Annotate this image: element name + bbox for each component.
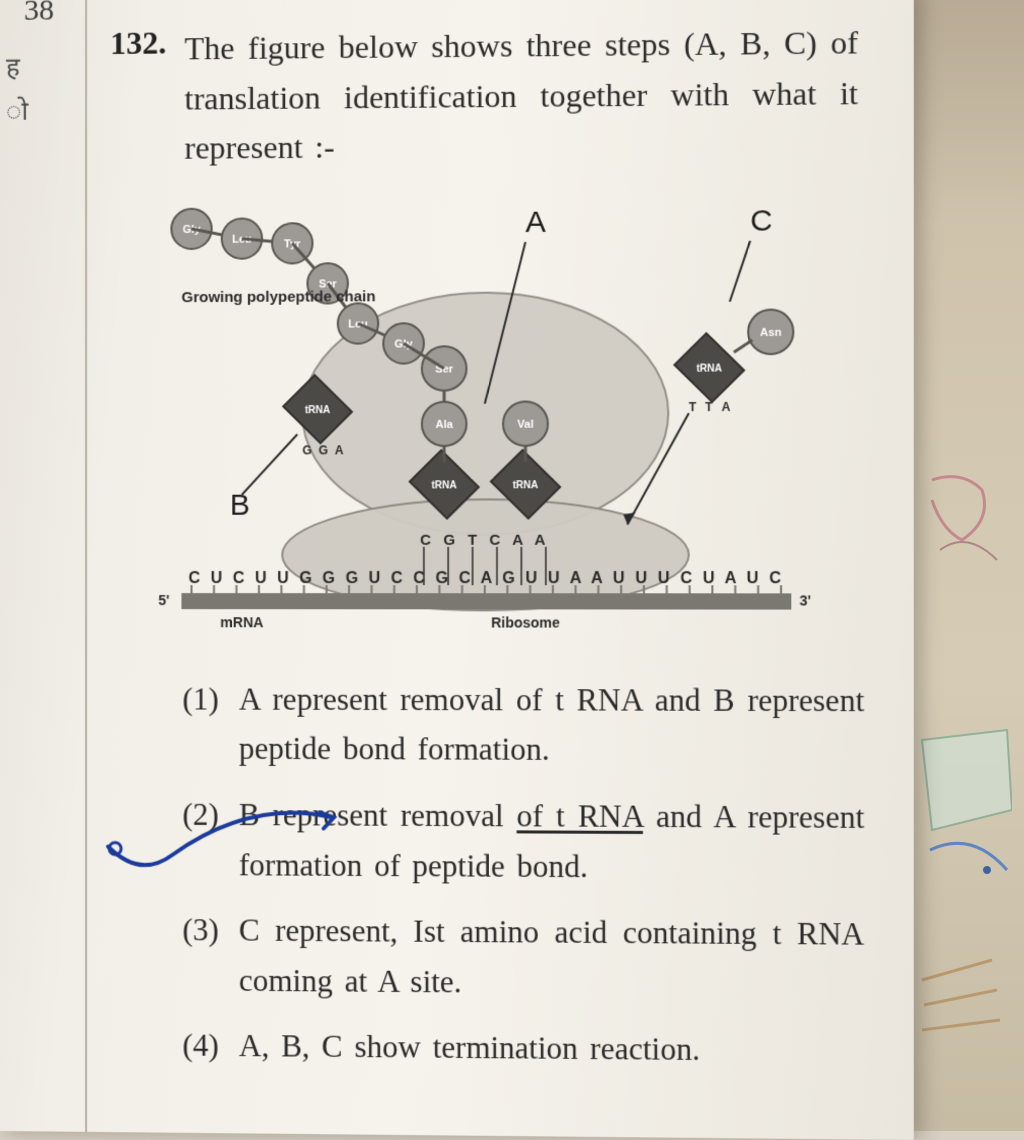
option-number: (4): [182, 1021, 238, 1071]
option-text-underline: of t RNA: [517, 798, 643, 834]
svg-text:T: T: [705, 400, 713, 414]
option-text: A represent removal of t RNA and B repre…: [239, 674, 864, 776]
margin-rule: [85, 0, 87, 1132]
svg-text:G: G: [319, 443, 328, 457]
svg-text:B: B: [230, 488, 250, 521]
svg-text:tRNA: tRNA: [696, 363, 722, 374]
textbook-page: 38 ह ो 132. The figure below shows three…: [0, 0, 914, 1140]
svg-text:3': 3': [800, 592, 811, 608]
svg-text:A: A: [335, 443, 344, 457]
svg-text:tRNA: tRNA: [513, 480, 538, 491]
question-block: 132. The figure below shows three steps …: [110, 18, 864, 174]
option-text: A, B, C show termination reaction.: [239, 1021, 864, 1076]
svg-text:tRNA: tRNA: [305, 405, 330, 416]
svg-text:Asn: Asn: [760, 327, 782, 339]
svg-text:Val: Val: [517, 418, 533, 430]
svg-text:T: T: [689, 400, 697, 414]
option-text: C represent, Ist amino acid containing t…: [239, 906, 864, 1010]
option-1: (1) A represent removal of t RNA and B r…: [182, 674, 864, 776]
option-3: (3) C represent, Ist amino acid containi…: [182, 905, 864, 1010]
option-text: B represent removal of t RNA and A repre…: [239, 790, 864, 893]
svg-text:C: C: [750, 204, 772, 238]
svg-text:mRNA: mRNA: [220, 614, 263, 630]
svg-text:Growing polypeptide chain: Growing polypeptide chain: [181, 288, 375, 306]
svg-text:C G T C A A: C G T C A A: [420, 531, 549, 548]
svg-text:Ribosome: Ribosome: [491, 614, 560, 630]
option-number: (1): [182, 674, 238, 774]
option-number: (3): [182, 905, 238, 1005]
svg-text:A: A: [722, 400, 731, 414]
doodle-3: [912, 950, 1012, 1070]
translation-diagram: C U C U U G G G U C C G C A G U U A A U …: [121, 179, 853, 661]
prev-page-number-fragment: 38: [24, 0, 54, 28]
svg-text:A: A: [525, 205, 545, 238]
option-text-pre: B represent removal: [239, 797, 517, 833]
doodle-2: [912, 720, 1012, 900]
options-list: (1) A represent removal of t RNA and B r…: [110, 674, 864, 1077]
svg-text:tRNA: tRNA: [431, 480, 456, 491]
question-text: The figure below shows three steps (A, B…: [184, 18, 858, 174]
doodle-1: [912, 460, 1012, 580]
side-glyph-1: ह: [6, 48, 20, 84]
svg-text:Ala: Ala: [435, 419, 453, 431]
side-glyph-2: ो: [6, 92, 28, 128]
option-4: (4) A, B, C show termination reaction.: [182, 1021, 864, 1077]
svg-text:C U C U U G G G U C C G C A G: C U C U U G G G U C C G C A G U U A A U …: [189, 570, 785, 587]
table-surface-strip: [900, 0, 1024, 1131]
question-number: 132.: [110, 24, 180, 62]
svg-text:5': 5': [158, 592, 169, 608]
option-number: (2): [182, 790, 238, 890]
option-2: (2) B represent removal of t RNA and A r…: [182, 790, 864, 893]
svg-text:G: G: [302, 443, 311, 457]
